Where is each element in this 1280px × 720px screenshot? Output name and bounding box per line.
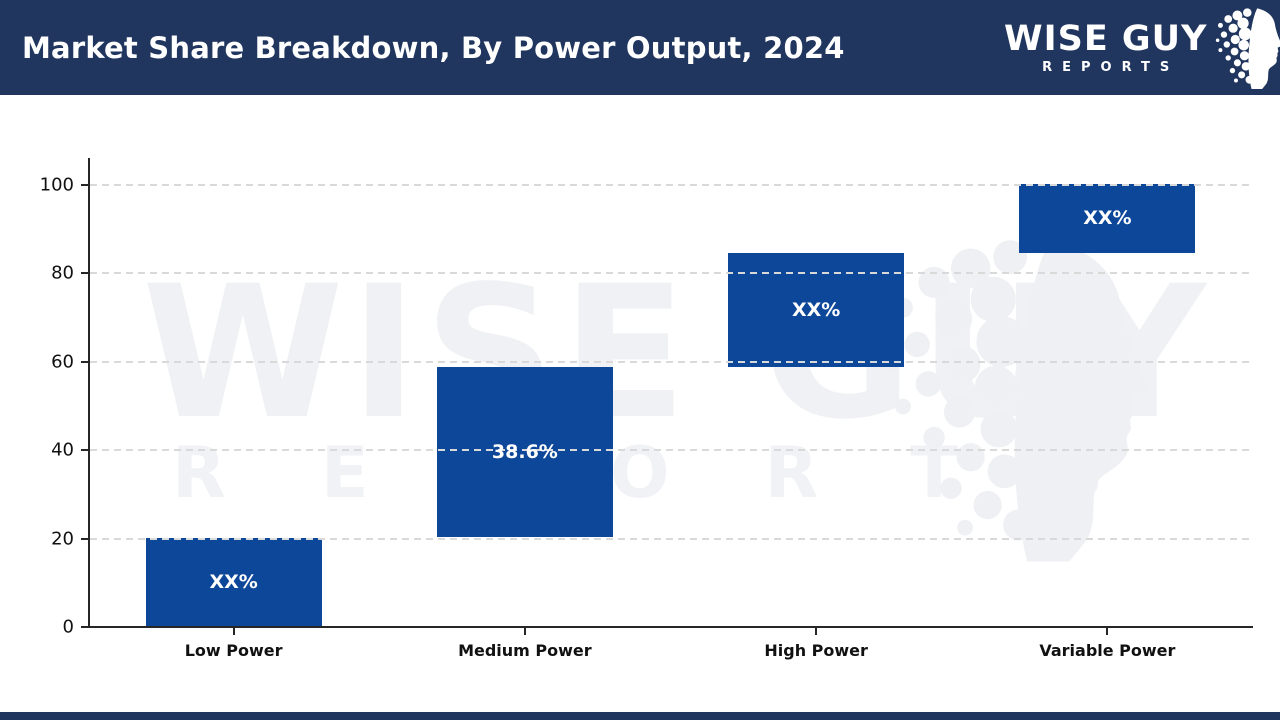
header-bar: Market Share Breakdown, By Power Output,… <box>0 0 1280 95</box>
gridline <box>90 537 1253 540</box>
brand-name: WISE GUY <box>1004 19 1208 60</box>
brand-subtitle: REPORTS <box>1042 59 1180 75</box>
bar <box>436 366 613 538</box>
y-tick-mark <box>81 360 88 363</box>
bar <box>145 537 322 626</box>
y-tick-mark <box>81 183 88 186</box>
gridline <box>90 183 1253 186</box>
y-tick-label: 80 <box>51 262 74 284</box>
bar-value-label: 38.6% <box>491 441 558 464</box>
x-tick-mark <box>232 628 235 635</box>
gridline <box>90 449 1253 451</box>
y-tick-mark <box>81 626 88 628</box>
y-tick-label: 20 <box>51 528 74 549</box>
bar-value-label: XX% <box>1083 207 1132 230</box>
y-tick-label: 100 <box>39 174 74 195</box>
gridline <box>90 360 1253 363</box>
bar <box>728 252 905 367</box>
y-axis <box>88 158 90 628</box>
y-tick-mark <box>81 537 88 540</box>
x-tick-label: Medium Power <box>458 641 592 660</box>
y-tick-mark <box>81 449 88 451</box>
x-tick-mark <box>815 628 818 635</box>
gridline <box>90 272 1253 274</box>
brand-logo-text: WISE GUY REPORTS <box>1004 21 1207 75</box>
bar-value-label: XX% <box>791 298 841 321</box>
bar-value-label: XX% <box>209 570 258 593</box>
brand-head-logo-icon <box>1216 8 1280 89</box>
y-tick-mark <box>81 272 88 274</box>
y-tick-label: 60 <box>51 351 74 372</box>
page-title: Market Share Breakdown, By Power Output,… <box>22 30 845 65</box>
x-tick-label: Low Power <box>184 641 283 660</box>
y-tick-label: 0 <box>62 616 74 638</box>
y-tick-label: 40 <box>51 439 74 461</box>
footer-bar <box>0 712 1280 720</box>
x-axis <box>87 626 1253 628</box>
x-tick-mark <box>1106 628 1109 635</box>
x-tick-label: Variable Power <box>1039 641 1176 660</box>
brand-logo: WISE GUY REPORTS <box>1004 6 1280 90</box>
x-tick-mark <box>523 628 526 635</box>
x-tick-label: High Power <box>764 641 868 660</box>
